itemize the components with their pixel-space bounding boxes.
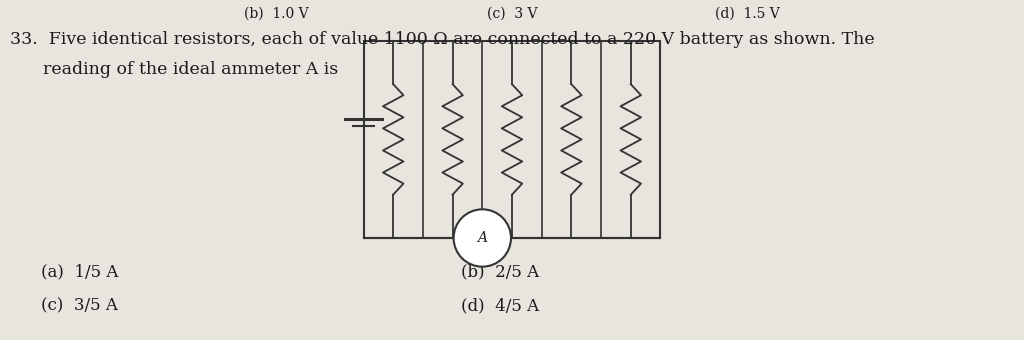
Text: (a)  1/5 A: (a) 1/5 A xyxy=(41,264,119,280)
Text: reading of the ideal ammeter A is: reading of the ideal ammeter A is xyxy=(10,61,339,78)
Text: (d)  4/5 A: (d) 4/5 A xyxy=(461,298,539,314)
Text: (d)  1.5 V: (d) 1.5 V xyxy=(715,7,780,21)
Text: (b)  2/5 A: (b) 2/5 A xyxy=(461,264,539,280)
Text: (b)  1.0 V: (b) 1.0 V xyxy=(244,7,309,21)
Text: A: A xyxy=(477,231,487,245)
Ellipse shape xyxy=(454,209,511,267)
Text: 33.  Five identical resistors, each of value 1100 Ω are connected to a 220 V bat: 33. Five identical resistors, each of va… xyxy=(10,31,874,48)
Text: (c)  3 V: (c) 3 V xyxy=(486,7,538,21)
Text: (c)  3/5 A: (c) 3/5 A xyxy=(41,298,118,314)
